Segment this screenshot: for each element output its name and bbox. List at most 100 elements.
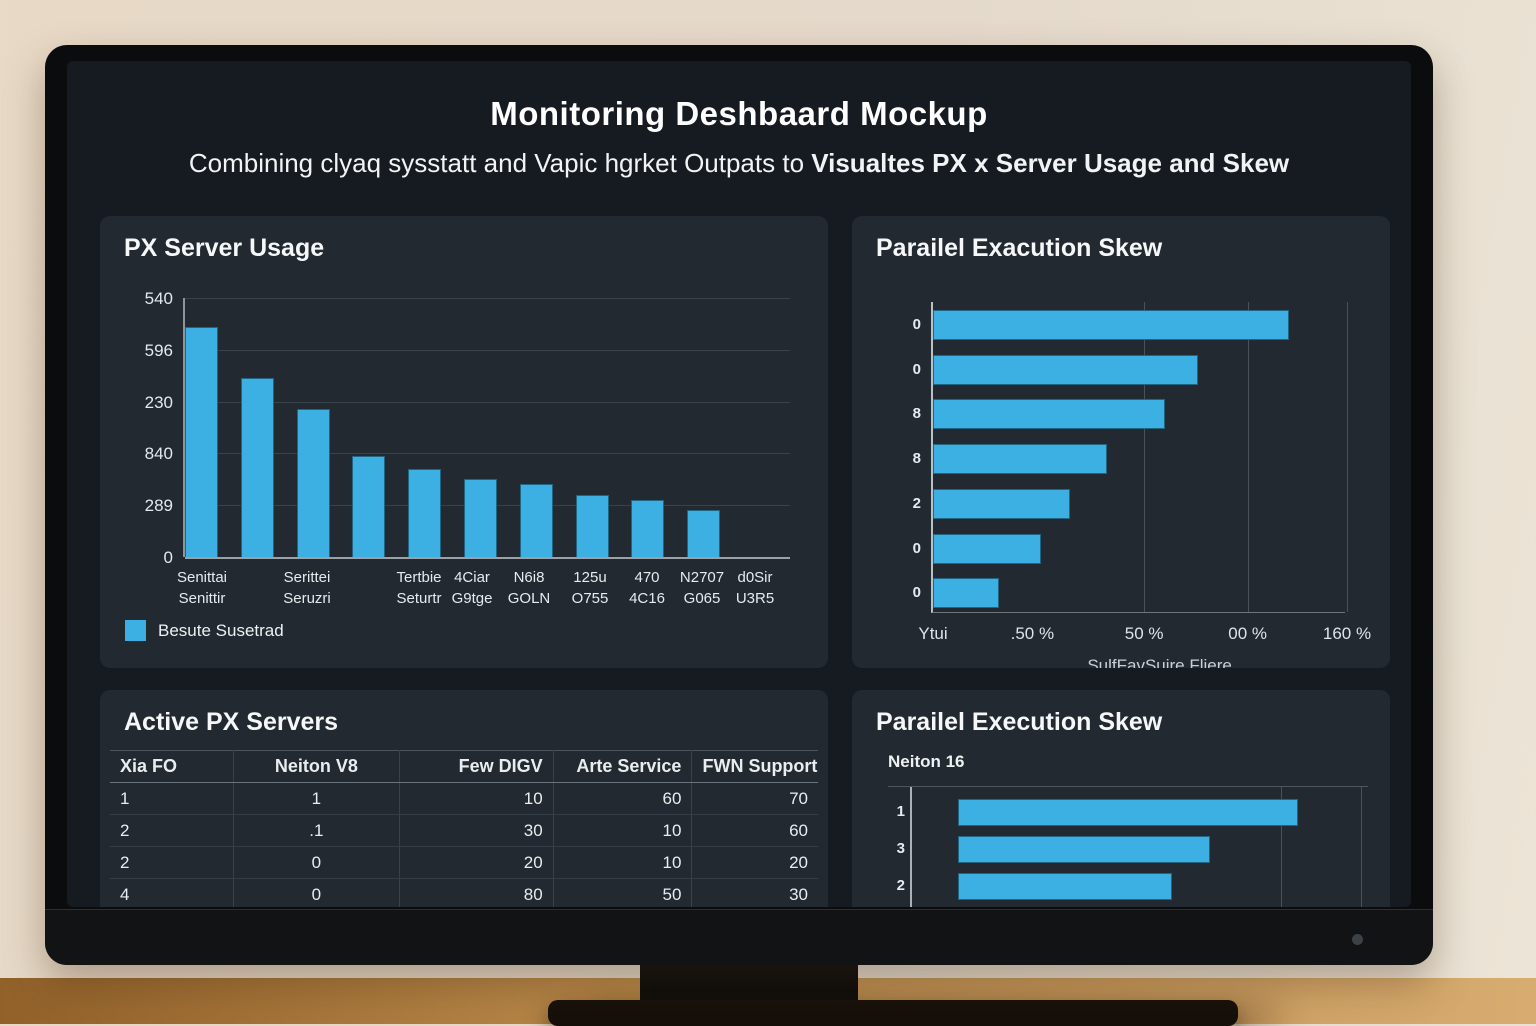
x-tick-line: 4C16 (629, 590, 665, 607)
table-row: 4 0 80 50 30 (110, 878, 818, 907)
active-px-servers-table: Xia FO Neiton V8 Few DIGV Arte Service FWN S… (110, 750, 818, 907)
x-tick-label: 160 % (1322, 624, 1372, 643)
x-tick-label: d0Sir U3R5 (736, 567, 774, 609)
x-tick-line: 470 (634, 569, 660, 586)
dashboard-header: Monitoring Deshbaard Mockup Combining cl… (67, 95, 1411, 179)
y-tick-label: 2 (912, 494, 921, 512)
x-tick-line: d0Sir (737, 569, 773, 586)
gridline (185, 453, 790, 455)
y-tick-label: 1 (896, 803, 905, 820)
table-cell: 50 (552, 878, 692, 907)
gridline (1347, 302, 1348, 612)
y-tick-label: 596 (144, 340, 173, 360)
y-axis-line (910, 787, 912, 907)
table-cell: 1 (110, 782, 234, 815)
table-cell: 10 (552, 846, 692, 879)
table-cell: 10 (399, 782, 554, 815)
panel-px-server-usage: PX Server Usage 540 596 230 840 289 0 Senittai… (100, 216, 828, 668)
bar (575, 494, 609, 557)
x-tick-line: G9tge (451, 590, 493, 607)
gridline (1144, 302, 1146, 612)
table-cell: 30 (691, 878, 818, 907)
x-tick-line: N6i8 (513, 569, 545, 586)
y-tick-label: 0 (912, 539, 921, 557)
x-tick-line: N2707 (679, 569, 725, 586)
x-tick-line: O755 (571, 590, 609, 607)
y-tick-label: 2 (896, 877, 905, 894)
y-tick-label: 230 (144, 392, 173, 412)
y-tick-label: 289 (144, 496, 173, 516)
bar (185, 326, 218, 557)
x-axis-title: SulfFavSuire Fliere (1087, 656, 1232, 668)
bar-chart-px-server-usage: 540 596 230 840 289 0 Senittai Senittir Serittei… (145, 289, 790, 607)
table-cell: 30 (399, 814, 554, 847)
y-tick-label: 540 (144, 289, 173, 308)
bar (958, 799, 1298, 826)
x-tick-line: 125u (573, 569, 607, 586)
bar (958, 873, 1173, 900)
bar (933, 444, 1107, 475)
subtitle-regular: Combining clyaq sysstatt and Vapic hgrke… (188, 148, 812, 178)
bar (933, 354, 1198, 385)
y-tick-label: 0 (163, 548, 173, 567)
panel-parallel-execution-skew-top: Parailel Exacution Skew 0 0 8 8 2 0 0 Ytui .50 %… (852, 216, 1390, 668)
x-tick-line: 4Ciar (454, 569, 490, 586)
bar (296, 409, 330, 557)
table-cell: .1 (232, 814, 400, 847)
x-tick-label: N6i8 GOLN (508, 567, 551, 609)
panel-active-px-servers: Active PX Servers Xia FO Neiton V8 Few DIG… (100, 690, 828, 907)
x-tick-label: Senittai Senittir (177, 567, 227, 609)
panel-parallel-execution-skew-bottom: Parailel Execution Skew Neiton 16 1322 (852, 690, 1390, 907)
dashboard-title: Monitoring Deshbaard Mockup (490, 95, 988, 132)
x-tick-label: Ytui (918, 624, 948, 643)
column-header: Arte Service (552, 750, 692, 783)
column-header: Few DIGV (399, 750, 554, 783)
column-header: FWN Support (691, 750, 818, 783)
y-tick-label: 0 (912, 316, 921, 333)
table-cell: 0 (232, 846, 400, 879)
table-cell: 2 (110, 846, 234, 879)
bar (933, 533, 1041, 564)
bar (958, 836, 1210, 863)
x-tick-line: Senittai (176, 569, 228, 586)
y-tick-label: 8 (912, 450, 921, 468)
table-row: 2.1 30 10 60 (110, 814, 818, 847)
bar (933, 310, 1290, 340)
chart-legend: Besute Susetrad (125, 620, 284, 641)
power-indicator-light (1352, 934, 1363, 945)
table-row: 1 1 10 60 70 (110, 782, 818, 815)
dashboard-subtitle: Combining clyaq sysstatt and Vapic hgrke… (67, 148, 1411, 179)
bar (352, 456, 386, 557)
x-tick-label: 4Ciar G9tge (452, 567, 493, 609)
legend-label: Besute Susetrad (158, 620, 284, 640)
bar (687, 510, 721, 557)
x-tick-label: 00 % (1228, 624, 1267, 643)
x-axis-line (185, 557, 790, 559)
panel-title-skew-bottom: Parailel Execution Skew (876, 708, 1163, 736)
table-cell: 4 (110, 878, 234, 907)
panel-title-skew-top: Parailel Exacution Skew (876, 234, 1163, 262)
table-cell: 60 (552, 782, 692, 815)
table-cell: 20 (399, 846, 554, 879)
y-tick-label: 0 (912, 360, 921, 378)
y-tick-label: 0 (912, 584, 921, 602)
panel-title-active-px-servers: Active PX Servers (124, 708, 339, 736)
group-label: Neiton 16 (888, 752, 965, 771)
hbar-chart-skew-bottom: 1322 (888, 786, 1368, 907)
table-cell: 1 (232, 782, 400, 815)
monitor-stand-base (548, 1000, 1238, 1026)
x-tick-line: Serittei (283, 569, 331, 586)
x-tick-line: Seturtr (396, 590, 442, 607)
monitor-chin (45, 909, 1433, 965)
bar (240, 378, 274, 557)
column-header: Xia FO (110, 750, 234, 783)
x-tick-label: 470 4C16 (629, 567, 665, 609)
table-row: 2 0 20 10 20 (110, 846, 818, 879)
bar (408, 468, 442, 557)
x-tick-label: Tertbie Seturtr (396, 567, 441, 609)
table-cell: 0 (232, 878, 400, 907)
bar (933, 488, 1070, 519)
gridline (1247, 302, 1249, 612)
x-tick-line: Senittir (178, 590, 226, 607)
bar (933, 399, 1165, 430)
